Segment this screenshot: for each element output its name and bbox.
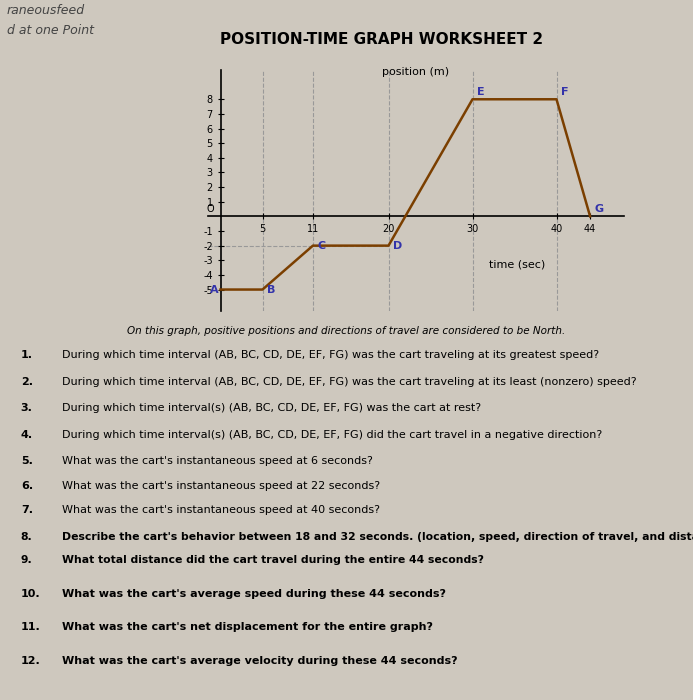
Text: POSITION-TIME GRAPH WORKSHEET 2: POSITION-TIME GRAPH WORKSHEET 2 <box>220 32 543 46</box>
Text: During which time interval(s) (AB, BC, CD, DE, EF, FG) did the cart travel in a : During which time interval(s) (AB, BC, C… <box>62 430 603 440</box>
Text: 9.: 9. <box>21 555 33 565</box>
Text: On this graph, positive positions and directions of travel are considered to be : On this graph, positive positions and di… <box>128 326 565 335</box>
Text: During which time interval(s) (AB, BC, CD, DE, EF, FG) was the cart at rest?: During which time interval(s) (AB, BC, C… <box>62 403 482 413</box>
Text: 5.: 5. <box>21 456 33 466</box>
Text: E: E <box>477 87 484 97</box>
Text: A: A <box>211 286 219 295</box>
Text: What total distance did the cart travel during the entire 44 seconds?: What total distance did the cart travel … <box>62 555 484 565</box>
Text: Describe the cart's behavior between 18 and 32 seconds. (location, speed, direct: Describe the cart's behavior between 18 … <box>62 532 693 542</box>
Text: 10.: 10. <box>21 589 40 598</box>
Text: d at one Point: d at one Point <box>7 25 94 38</box>
Text: What was the cart's net displacement for the entire graph?: What was the cart's net displacement for… <box>62 622 433 632</box>
Text: G: G <box>595 204 604 214</box>
Text: D: D <box>393 241 402 251</box>
Text: 7.: 7. <box>21 505 33 515</box>
Text: C: C <box>317 241 325 251</box>
Text: During which time interval (AB, BC, CD, DE, EF, FG) was the cart traveling at it: During which time interval (AB, BC, CD, … <box>62 350 599 360</box>
Text: position (m): position (m) <box>383 67 449 77</box>
Text: 6.: 6. <box>21 481 33 491</box>
Text: 4.: 4. <box>21 430 33 440</box>
Text: raneousfeed: raneousfeed <box>7 4 85 17</box>
Text: O: O <box>206 204 213 214</box>
Text: F: F <box>561 87 568 97</box>
Text: 3.: 3. <box>21 403 33 413</box>
Text: What was the cart's instantaneous speed at 40 seconds?: What was the cart's instantaneous speed … <box>62 505 380 515</box>
Text: 12.: 12. <box>21 656 40 666</box>
Text: 1.: 1. <box>21 350 33 360</box>
Text: During which time interval (AB, BC, CD, DE, EF, FG) was the cart traveling at it: During which time interval (AB, BC, CD, … <box>62 377 637 386</box>
Text: What was the cart's average speed during these 44 seconds?: What was the cart's average speed during… <box>62 589 446 598</box>
Text: 2.: 2. <box>21 377 33 386</box>
Text: time (sec): time (sec) <box>489 260 545 270</box>
Text: 11.: 11. <box>21 622 40 632</box>
Text: 8.: 8. <box>21 532 33 542</box>
Text: What was the cart's average velocity during these 44 seconds?: What was the cart's average velocity dur… <box>62 656 458 666</box>
Text: B: B <box>267 286 275 295</box>
Text: What was the cart's instantaneous speed at 6 seconds?: What was the cart's instantaneous speed … <box>62 456 374 466</box>
Text: What was the cart's instantaneous speed at 22 seconds?: What was the cart's instantaneous speed … <box>62 481 380 491</box>
